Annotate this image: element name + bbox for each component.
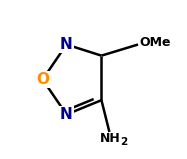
Text: OMe: OMe bbox=[140, 36, 171, 49]
Text: 2: 2 bbox=[121, 137, 128, 146]
Text: NH: NH bbox=[100, 132, 121, 145]
Text: O: O bbox=[36, 72, 49, 87]
Text: N: N bbox=[60, 37, 73, 52]
Text: N: N bbox=[60, 107, 73, 122]
